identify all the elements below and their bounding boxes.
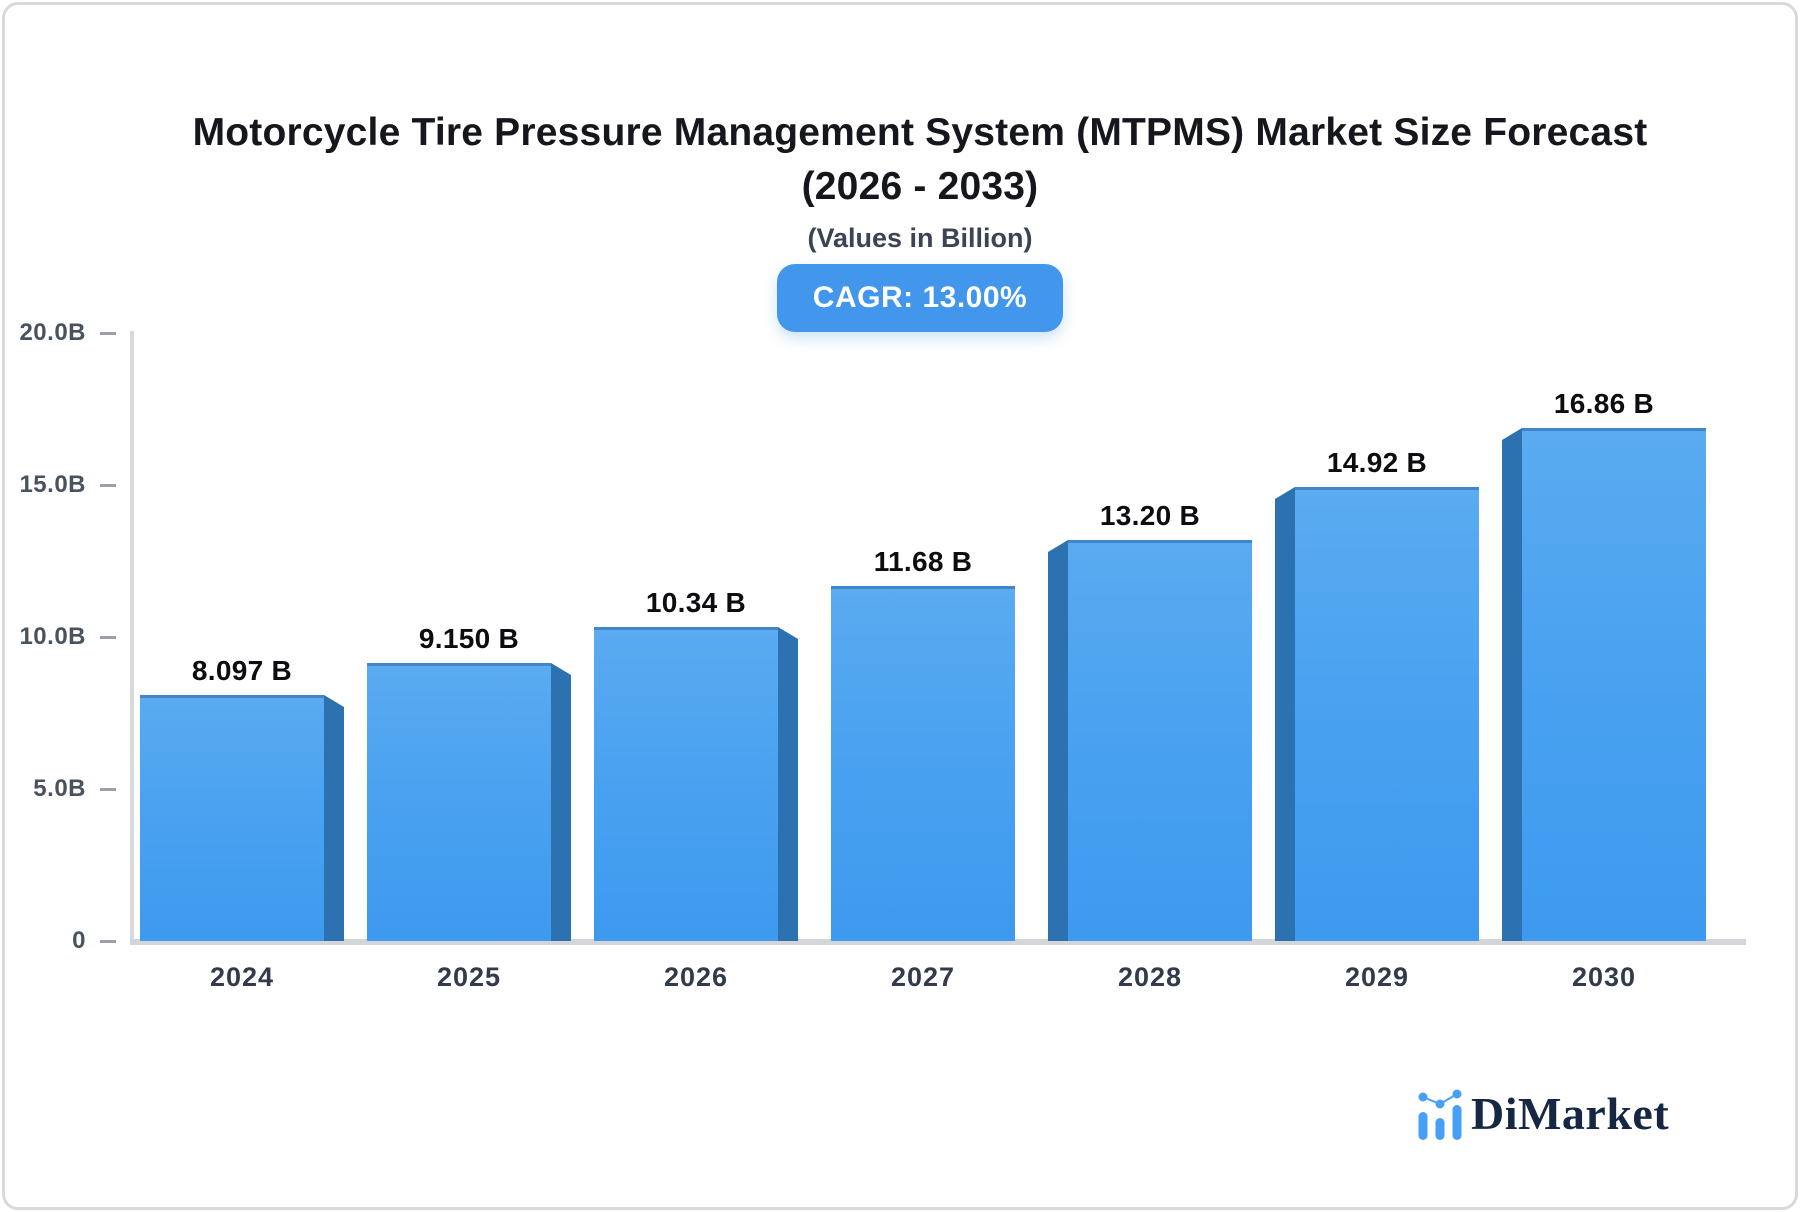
- bar-value-label: 8.097 B: [191, 655, 293, 686]
- badge-row: CAGR: 13.00%: [120, 256, 1720, 332]
- y-axis-line: [130, 331, 134, 941]
- x-axis-label-2025: 2025: [436, 962, 502, 992]
- x-axis-label-2029: 2029: [1344, 962, 1410, 992]
- x-axis-label-2027: 2027: [890, 962, 956, 992]
- bar-face: [594, 627, 778, 941]
- bar-2027: [831, 586, 1015, 941]
- bar-face: [1522, 428, 1706, 941]
- bar-value-label: 9.150 B: [418, 623, 520, 654]
- dimarket-logo-icon: [1418, 1089, 1462, 1140]
- x-axis-label-2026: 2026: [663, 962, 729, 992]
- bar-2025: [367, 663, 571, 941]
- bar-2024: [140, 695, 344, 941]
- bar-2028: [1048, 540, 1252, 941]
- bar-value-label: 11.68 B: [873, 546, 973, 577]
- bar-face: [1295, 487, 1479, 941]
- y-axis-tick-mark: [100, 484, 116, 487]
- y-axis-tick-mark: [100, 788, 116, 791]
- y-axis-tick-mark: [100, 332, 116, 335]
- x-axis-label-2028: 2028: [1117, 962, 1183, 992]
- bar-face: [367, 663, 551, 941]
- x-axis-label-2024: 2024: [209, 962, 275, 992]
- bar-face: [140, 695, 324, 941]
- bar-side-3d: [1048, 540, 1068, 941]
- y-axis-tick-mark: [100, 940, 116, 943]
- x-axis-line: [130, 939, 1746, 945]
- bar-value-label: 13.20 B: [1099, 500, 1201, 531]
- y-axis-tick-label: 0: [72, 927, 86, 954]
- bar-face: [831, 586, 1015, 941]
- cagr-badge: CAGR: 13.00%: [776, 264, 1064, 332]
- bar-value-label: 14.92 B: [1326, 447, 1428, 478]
- chart-subtitle: (Values in Billion): [807, 223, 1033, 253]
- bar-face: [1068, 540, 1252, 941]
- bar-side-3d: [324, 695, 344, 941]
- bar-2029: [1275, 487, 1479, 941]
- bar-value-label: 16.86 B: [1553, 388, 1655, 419]
- bar-side-3d: [551, 663, 571, 941]
- bar-side-3d: [1275, 487, 1295, 941]
- y-axis-tick-label: 10.0B: [19, 623, 86, 650]
- chart-header: Motorcycle Tire Pressure Management Syst…: [120, 106, 1720, 332]
- y-axis-tick-mark: [100, 636, 116, 639]
- dimarket-logo-text: DiMarket: [1471, 1088, 1670, 1139]
- bar-value-label: 10.34 B: [645, 587, 747, 618]
- y-axis-tick-label: 15.0B: [19, 471, 86, 498]
- y-axis-tick-label: 20.0B: [19, 319, 86, 346]
- bar-side-3d: [778, 627, 798, 941]
- bar-side-3d: [1502, 428, 1522, 941]
- chart-title-line2: (2026 - 2033): [801, 165, 1039, 208]
- chart-title-line1: Motorcycle Tire Pressure Management Syst…: [192, 111, 1648, 154]
- dimarket-logo: DiMarket: [1418, 1088, 1669, 1140]
- bar-2026: [594, 627, 798, 941]
- x-axis-label-2030: 2030: [1571, 962, 1637, 992]
- y-axis-tick-label: 5.0B: [33, 775, 86, 802]
- bar-2030: [1502, 428, 1706, 941]
